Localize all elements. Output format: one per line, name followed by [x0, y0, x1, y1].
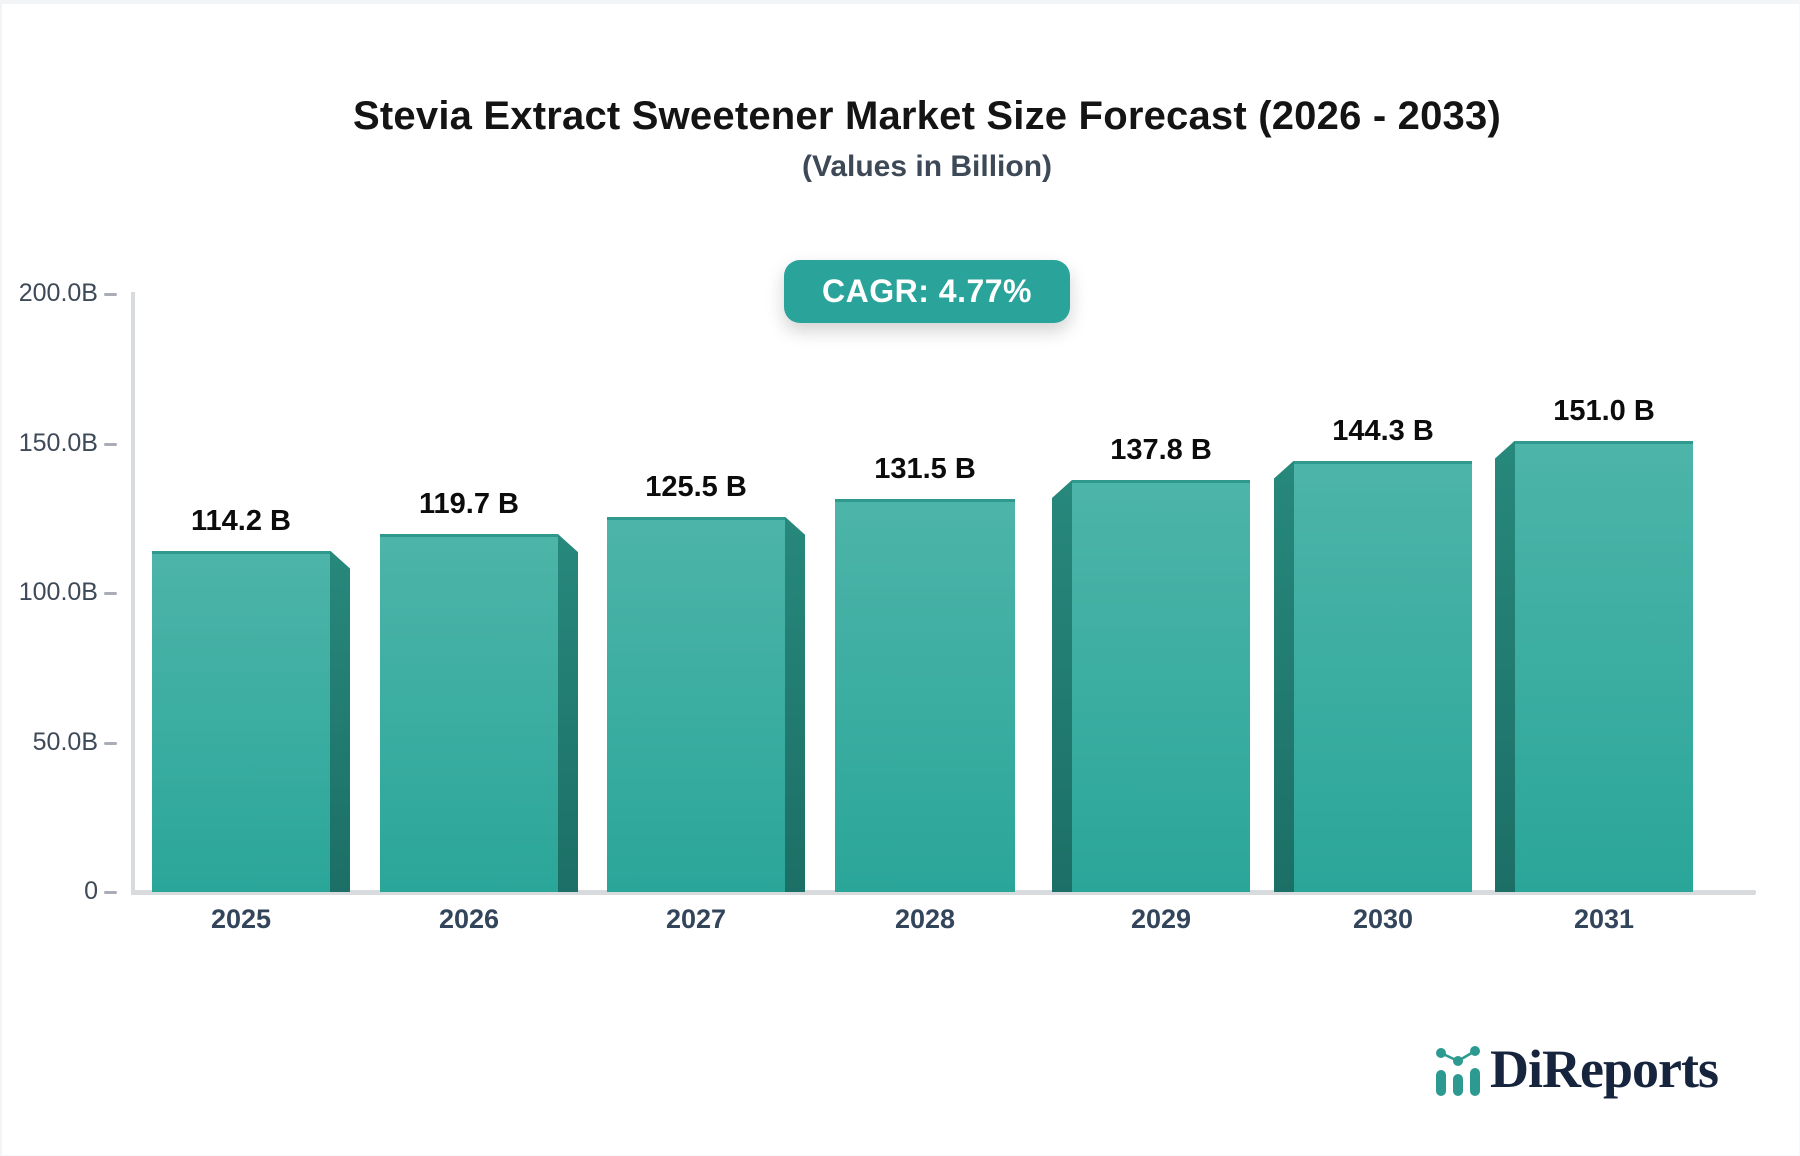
- bar-value-label-2026: 119.7 B: [419, 488, 519, 521]
- bar-2026-side-face: [558, 534, 578, 892]
- bar-value-label-2030: 144.3 B: [1332, 414, 1434, 447]
- x-axis-label-2030: 2030: [1352, 904, 1414, 934]
- y-axis-tick-label: 100.0B: [18, 578, 98, 606]
- x-axis-label-2031: 2031: [1573, 904, 1635, 934]
- x-axis-label-2028: 2028: [894, 904, 956, 934]
- x-axis-label-2027: 2027: [665, 904, 727, 934]
- y-axis-tick-label: 50.0B: [32, 727, 98, 756]
- bar-2030-side-face: [1274, 460, 1294, 892]
- bar-value-label-2027: 125.5 B: [645, 470, 747, 503]
- cagr-badge: CAGR: 4.77%: [784, 260, 1070, 323]
- bar-2026: [380, 534, 558, 892]
- bar-2029: [1072, 479, 1250, 892]
- bar-2031-side-face: [1495, 440, 1515, 892]
- logo-chart-icon: [1436, 1046, 1480, 1096]
- bar-2028: [835, 498, 1015, 892]
- bar-2027-side-face: [785, 516, 805, 892]
- bar-2031: [1515, 440, 1693, 892]
- bar-2029-side-face: [1052, 479, 1072, 892]
- y-axis-tick-mark: [104, 592, 117, 595]
- y-axis-line: [131, 292, 135, 895]
- chart-subtitle: (Values in Billion): [801, 150, 1053, 183]
- x-axis-label-2025: 2025: [210, 904, 272, 934]
- bar-2027: [607, 516, 785, 892]
- cagr-badge-row: CAGR: 4.77%: [142, 260, 1712, 323]
- bar-value-label-2029: 137.8 B: [1110, 433, 1212, 466]
- bar-value-label-2025: 114.2 B: [191, 504, 291, 537]
- chart-title: Stevia Extract Sweetener Market Size For…: [353, 94, 1501, 138]
- logo-text: DiReports: [1490, 1039, 1719, 1099]
- x-axis-label-2026: 2026: [438, 904, 500, 934]
- x-axis-baseline: [131, 890, 1756, 895]
- bar-2030: [1294, 460, 1472, 892]
- y-axis-tick-mark: [104, 741, 117, 745]
- x-axis-label-2029: 2029: [1130, 904, 1192, 934]
- y-axis-tick-mark: [104, 442, 117, 446]
- y-axis-tick-label: 150.0B: [18, 428, 98, 457]
- bar-2025: [152, 550, 330, 892]
- logo: DiReports: [1434, 1039, 1719, 1099]
- y-axis-tick-mark: [104, 293, 117, 296]
- y-axis-tick-mark: [104, 891, 117, 894]
- bar-2025-side-face: [330, 550, 350, 892]
- bar-value-label-2028: 131.5 B: [874, 452, 976, 485]
- y-axis-tick-label: 0: [84, 877, 98, 905]
- bar-value-label-2031: 151.0 B: [1553, 394, 1655, 427]
- y-axis-tick-label: 200.0B: [18, 279, 98, 307]
